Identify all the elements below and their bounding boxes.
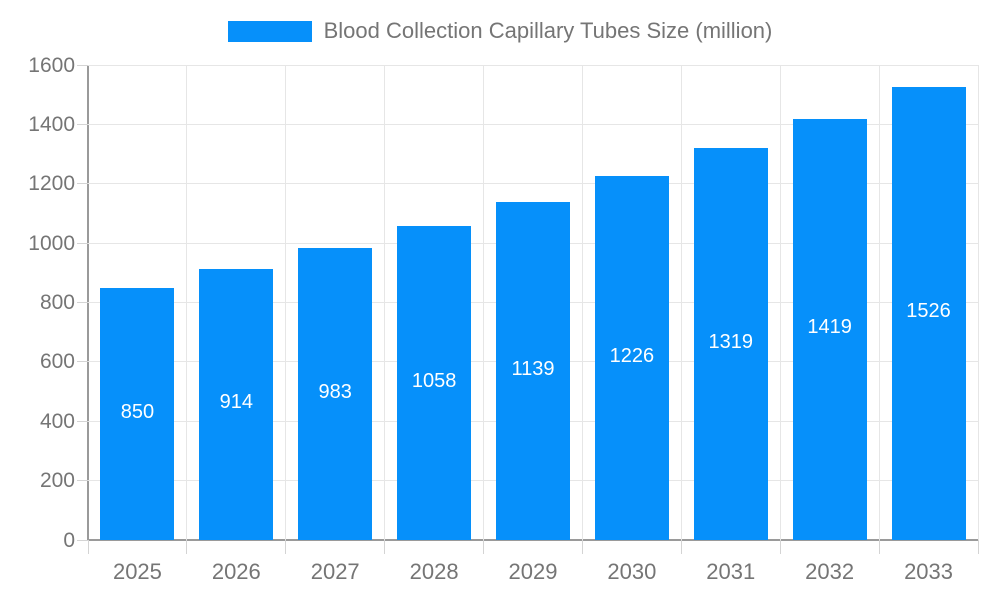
legend-swatch [227,20,312,42]
y-axis-tick-label: 0 [63,528,75,552]
y-axis-tick [77,539,88,541]
y-axis-tick [77,302,88,303]
y-axis-tick-label: 800 [39,291,75,314]
x-axis-tick-label: 2028 [409,559,459,584]
x-axis-tick-label: 2027 [310,559,360,584]
x-axis-tick [977,540,979,554]
bar-2033[interactable]: 1526 [891,86,966,540]
x-axis-tick-label: 2032 [805,559,855,584]
bar-value-label: 1058 [411,369,457,392]
x-axis-tick [483,540,485,554]
y-axis-tick [77,420,88,422]
bar-2025[interactable]: 850 [100,287,175,540]
y-axis-tick-label: 200 [39,469,75,493]
y-axis-tick [77,361,88,363]
legend-item[interactable]: Blood Collection Capillary Tubes Size (m… [227,18,773,44]
y-axis-tick [77,183,88,185]
gridline-v [384,65,386,540]
bar-value-label: 1526 [906,300,951,323]
x-axis-tick-label: 2033 [904,559,954,584]
legend-label: Blood Collection Capillary Tubes Size (m… [323,18,773,43]
gridline-v [878,65,880,540]
x-axis-tick-label: 2031 [706,559,756,584]
chart-legend: Blood Collection Capillary Tubes Size (m… [0,18,1000,44]
x-axis-tick-label: 2029 [508,559,558,584]
y-axis-tick-label: 1200 [28,172,75,196]
x-axis-tick [186,540,188,554]
x-axis-tick [581,540,583,554]
y-axis-tick [77,64,88,66]
plot-area: 850 914 983 1058 1139 1226 1319 1419 1526 [87,64,979,541]
y-axis-tick [77,480,88,482]
bar-2027[interactable]: 983 [298,248,373,540]
y-axis-tick-label: 1600 [28,53,75,77]
bar-2028[interactable]: 1058 [397,225,472,540]
gridline-h [88,123,978,125]
gridline-v [186,65,188,540]
bar-2032[interactable]: 1419 [792,118,867,540]
x-axis-tick-label: 2026 [211,559,261,584]
x-axis-tick [680,540,682,554]
gridline-v [779,65,781,540]
y-axis-tick-label: 1000 [28,231,75,255]
gridline-h [88,64,978,66]
x-axis-tick [878,540,880,554]
gridline-h [88,183,978,185]
x-axis-line [88,539,978,541]
x-axis-tick-label: 2025 [112,559,162,584]
bar-value-label: 1419 [807,316,852,339]
bar-value-label: 1139 [511,357,555,380]
x-axis-tick [87,540,89,554]
gridline-v [581,65,583,540]
bar-2029[interactable]: 1139 [496,201,570,540]
x-axis-tick [384,540,386,554]
bar-value-label: 1226 [609,345,655,368]
y-axis-tick [77,123,88,125]
y-axis-tick-label: 1400 [28,112,75,136]
gridline-v [680,65,682,540]
y-axis-tick-label: 600 [39,350,75,374]
bar-value-label: 850 [120,400,155,423]
x-axis-tick [779,540,781,554]
y-axis-tick [77,242,88,244]
gridline-v [483,65,485,540]
bar-2030[interactable]: 1226 [594,176,669,540]
x-axis-tick-label: 2030 [607,559,657,584]
gridline-v [285,65,287,540]
gridline-v [977,65,979,540]
bar-value-label: 983 [318,381,352,404]
bar-value-label: 914 [219,391,254,414]
bar-2031[interactable]: 1319 [693,148,768,540]
x-axis-tick [285,540,287,554]
bar-2026[interactable]: 914 [199,268,274,540]
y-axis-tick-label: 400 [39,409,75,433]
bar-value-label: 1319 [708,331,754,354]
